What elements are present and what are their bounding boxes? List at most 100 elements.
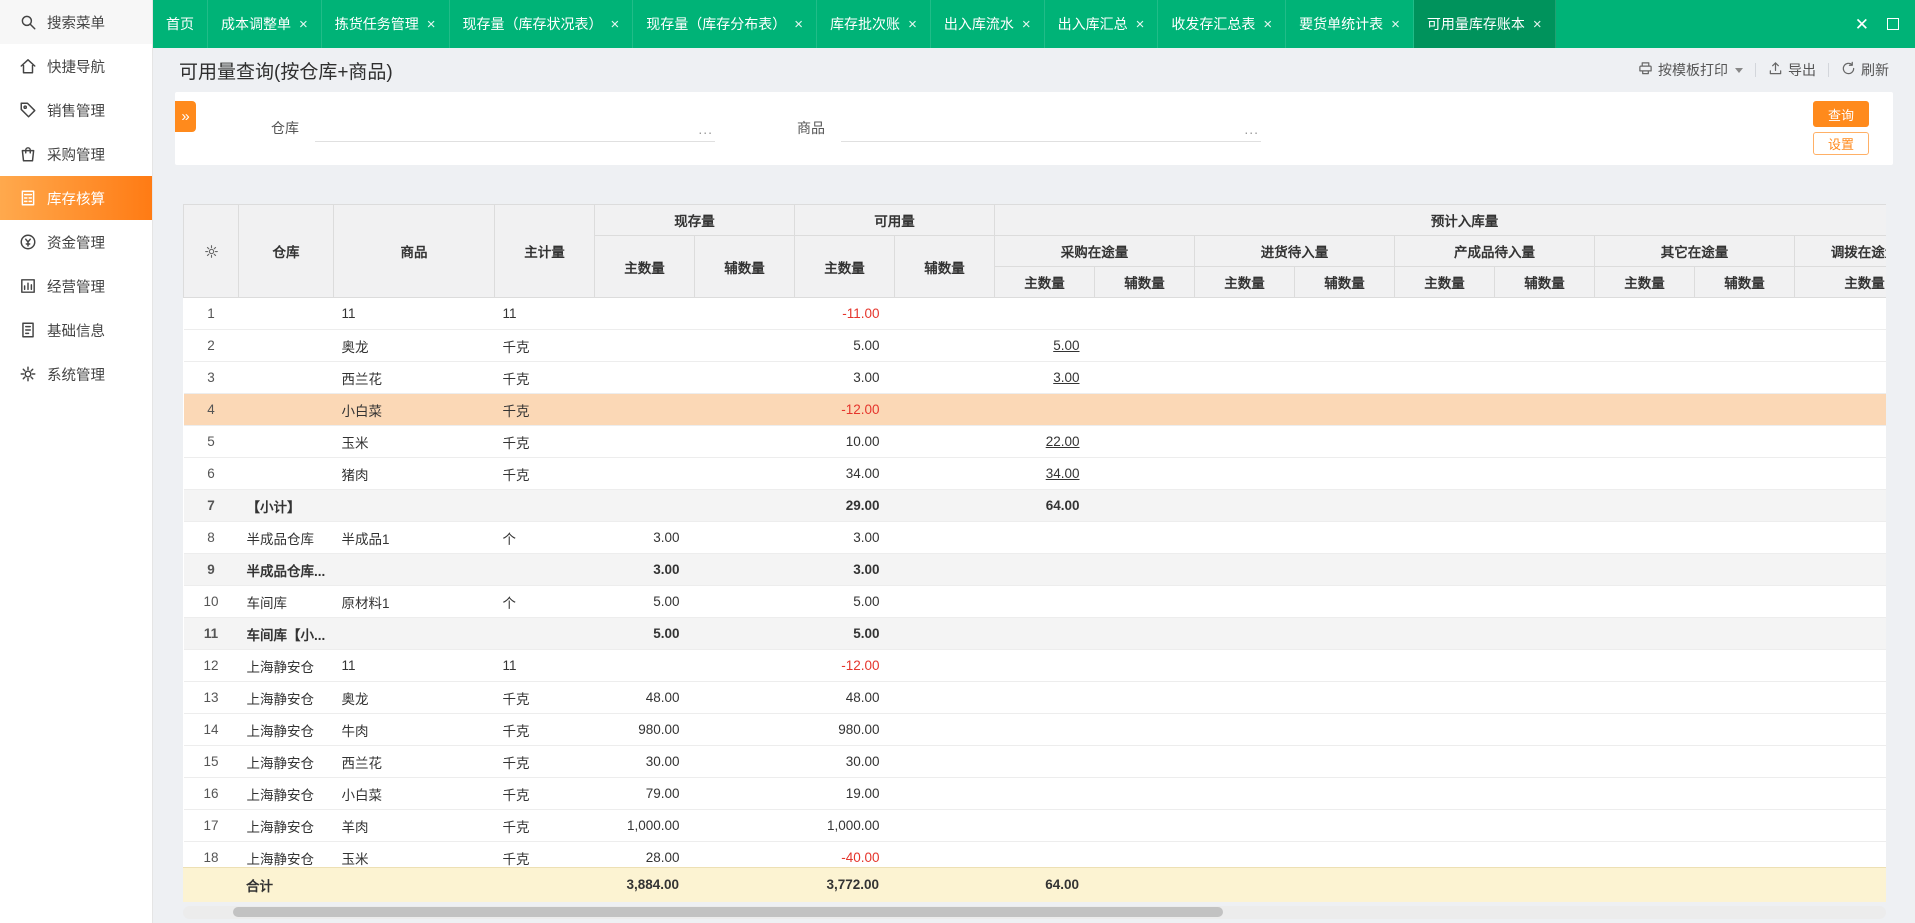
cell: [1794, 617, 1886, 650]
print-by-template-button[interactable]: 按模板打印: [1638, 60, 1743, 80]
table-row[interactable]: 11 车间库【小... 5.00 5.00: [183, 617, 1886, 650]
table-row[interactable]: 8 半成品仓库 半成品1 个 3.00 3.00: [183, 521, 1886, 554]
cell: [1194, 521, 1295, 554]
table-row[interactable]: 10 车间库 原材料1 个 5.00 5.00: [183, 585, 1886, 618]
cell: [694, 489, 795, 522]
warehouse-input[interactable]: [315, 115, 715, 142]
table-row[interactable]: 7 【小计】 29.00 64.00: [183, 489, 1886, 522]
maximize-icon[interactable]: [1887, 18, 1899, 30]
table-row[interactable]: 15 上海静安仓 西兰花 千克 30.00 30.00: [183, 745, 1886, 778]
tab-item[interactable]: 库存批次账 ×: [817, 0, 931, 48]
tab-label: 拣货任务管理: [334, 16, 419, 32]
cell: 5.00: [794, 329, 895, 362]
cell: [1094, 489, 1195, 522]
tab-item[interactable]: 出入库流水 ×: [931, 0, 1045, 48]
tab-close-icon[interactable]: ×: [1263, 15, 1273, 33]
table-scroll-area[interactable]: 仓库 商品 主计量 现存量 可用量 预计入库量 主数量 辅数量 主数量 辅数量: [183, 204, 1886, 867]
cell: [694, 585, 795, 618]
sidebar-item[interactable]: 系统管理: [0, 352, 152, 396]
scrollbar-thumb[interactable]: [233, 907, 1223, 917]
cell: [894, 553, 995, 586]
table-row[interactable]: 1 11 11 -11.00: [183, 297, 1886, 330]
sidebar-item[interactable]: 快捷导航: [0, 44, 152, 88]
table-row[interactable]: 17 上海静安仓 羊肉 千克 1,000.00 1,000.00: [183, 809, 1886, 842]
tab-close-icon[interactable]: ×: [1532, 15, 1542, 33]
tab-item[interactable]: 首页: [153, 0, 208, 48]
settings-button[interactable]: 设置: [1813, 132, 1869, 155]
cell: [1594, 553, 1695, 586]
refresh-button[interactable]: 刷新: [1841, 60, 1889, 80]
cell: [1094, 297, 1195, 330]
tab-item[interactable]: 现存量（库存状况表） ×: [450, 0, 634, 48]
close-icon[interactable]: ✕: [1854, 14, 1869, 34]
table-row[interactable]: 16 上海静安仓 小白菜 千克 79.00 19.00: [183, 777, 1886, 810]
col-header-aux-qty: 辅数量: [1494, 266, 1595, 298]
table-row[interactable]: 13 上海静安仓 奥龙 千克 48.00 48.00: [183, 681, 1886, 714]
drill-down-link-cell[interactable]: 22.00: [994, 425, 1095, 458]
row-number: 13: [183, 681, 239, 714]
sidebar-item[interactable]: 采购管理: [0, 132, 152, 176]
cell: [238, 329, 334, 362]
tab-item[interactable]: 成本调整单 ×: [208, 0, 322, 48]
group-header-other-transit: 其它在途量: [1594, 235, 1795, 267]
table-row[interactable]: 18 上海静安仓 玉米 千克 28.00 -40.00: [183, 841, 1886, 867]
cell: [1794, 297, 1886, 330]
warehouse-picker-button[interactable]: ...: [698, 120, 713, 137]
tab-close-icon[interactable]: ×: [908, 15, 917, 33]
drill-down-link-cell[interactable]: 3.00: [994, 361, 1095, 394]
table-row[interactable]: 2 奥龙 千克 5.00 5.00: [183, 329, 1886, 362]
table-row[interactable]: 9 半成品仓库... 3.00 3.00: [183, 553, 1886, 586]
cell: 原材料1: [333, 585, 495, 618]
tab-item[interactable]: 拣货任务管理 ×: [322, 0, 450, 48]
tab-item[interactable]: 现存量（库存分布表） ×: [633, 0, 818, 48]
table-row[interactable]: 4 小白菜 千克 -12.00: [183, 393, 1886, 426]
tab-item[interactable]: 要货单统计表 ×: [1286, 0, 1414, 48]
table-row[interactable]: 5 玉米 千克 10.00 22.00: [183, 425, 1886, 458]
product-input[interactable]: [841, 115, 1261, 142]
cell: 半成品仓库...: [238, 553, 334, 586]
tab-close-icon[interactable]: ×: [1391, 15, 1400, 33]
cell: [1194, 585, 1295, 618]
cell: [894, 489, 995, 522]
sidebar-item[interactable]: 经营管理: [0, 264, 152, 308]
column-settings-button[interactable]: [183, 204, 239, 298]
horizontal-scrollbar[interactable]: [183, 905, 1886, 919]
chevron-down-icon: [1735, 67, 1743, 73]
query-button[interactable]: 查询: [1813, 101, 1869, 127]
tab-close-icon[interactable]: ×: [1135, 15, 1145, 33]
tab-item[interactable]: 可用量库存账本 ×: [1413, 0, 1556, 48]
tab-close-icon[interactable]: ×: [1021, 15, 1031, 33]
drill-down-link-cell[interactable]: 34.00: [994, 457, 1095, 490]
tab-close-icon[interactable]: ×: [299, 15, 308, 33]
tab-item[interactable]: 收发存汇总表 ×: [1158, 0, 1287, 48]
table-row[interactable]: 14 上海静安仓 牛肉 千克 980.00 980.00: [183, 713, 1886, 746]
cell: 5.00: [794, 585, 895, 618]
cell: [694, 553, 795, 586]
cell: [1494, 361, 1595, 394]
sidebar-item[interactable]: 销售管理: [0, 88, 152, 132]
cell: [1594, 841, 1695, 867]
tab-close-icon[interactable]: ×: [610, 15, 620, 33]
expand-filter-button[interactable]: »: [175, 101, 196, 132]
row-number: 2: [183, 329, 239, 362]
sidebar-item[interactable]: 基础信息: [0, 308, 152, 352]
sidebar-item[interactable]: 搜索菜单: [0, 0, 152, 44]
tab-item[interactable]: 出入库汇总 ×: [1045, 0, 1159, 48]
cell: [694, 521, 795, 554]
group-header-po-transit: 采购在途量: [994, 235, 1195, 267]
tab-close-icon[interactable]: ×: [794, 15, 804, 33]
sidebar-item-label: 搜索菜单: [47, 15, 105, 32]
sidebar-item[interactable]: 库存核算: [0, 176, 152, 220]
tab-close-icon[interactable]: ×: [426, 15, 436, 33]
sidebar-item[interactable]: 资金管理: [0, 220, 152, 264]
table-row[interactable]: 12 上海静安仓 11 11 -12.00: [183, 649, 1886, 682]
cell: [1494, 649, 1595, 682]
drill-down-link-cell[interactable]: 5.00: [994, 329, 1095, 362]
cell: 3.00: [794, 553, 895, 586]
cell: 上海静安仓: [238, 649, 334, 682]
product-picker-button[interactable]: ...: [1244, 120, 1259, 137]
table-row[interactable]: 3 西兰花 千克 3.00 3.00: [183, 361, 1886, 394]
export-button[interactable]: 导出: [1768, 60, 1816, 80]
cell: -40.00: [794, 841, 895, 867]
table-row[interactable]: 6 猪肉 千克 34.00 34.00: [183, 457, 1886, 490]
